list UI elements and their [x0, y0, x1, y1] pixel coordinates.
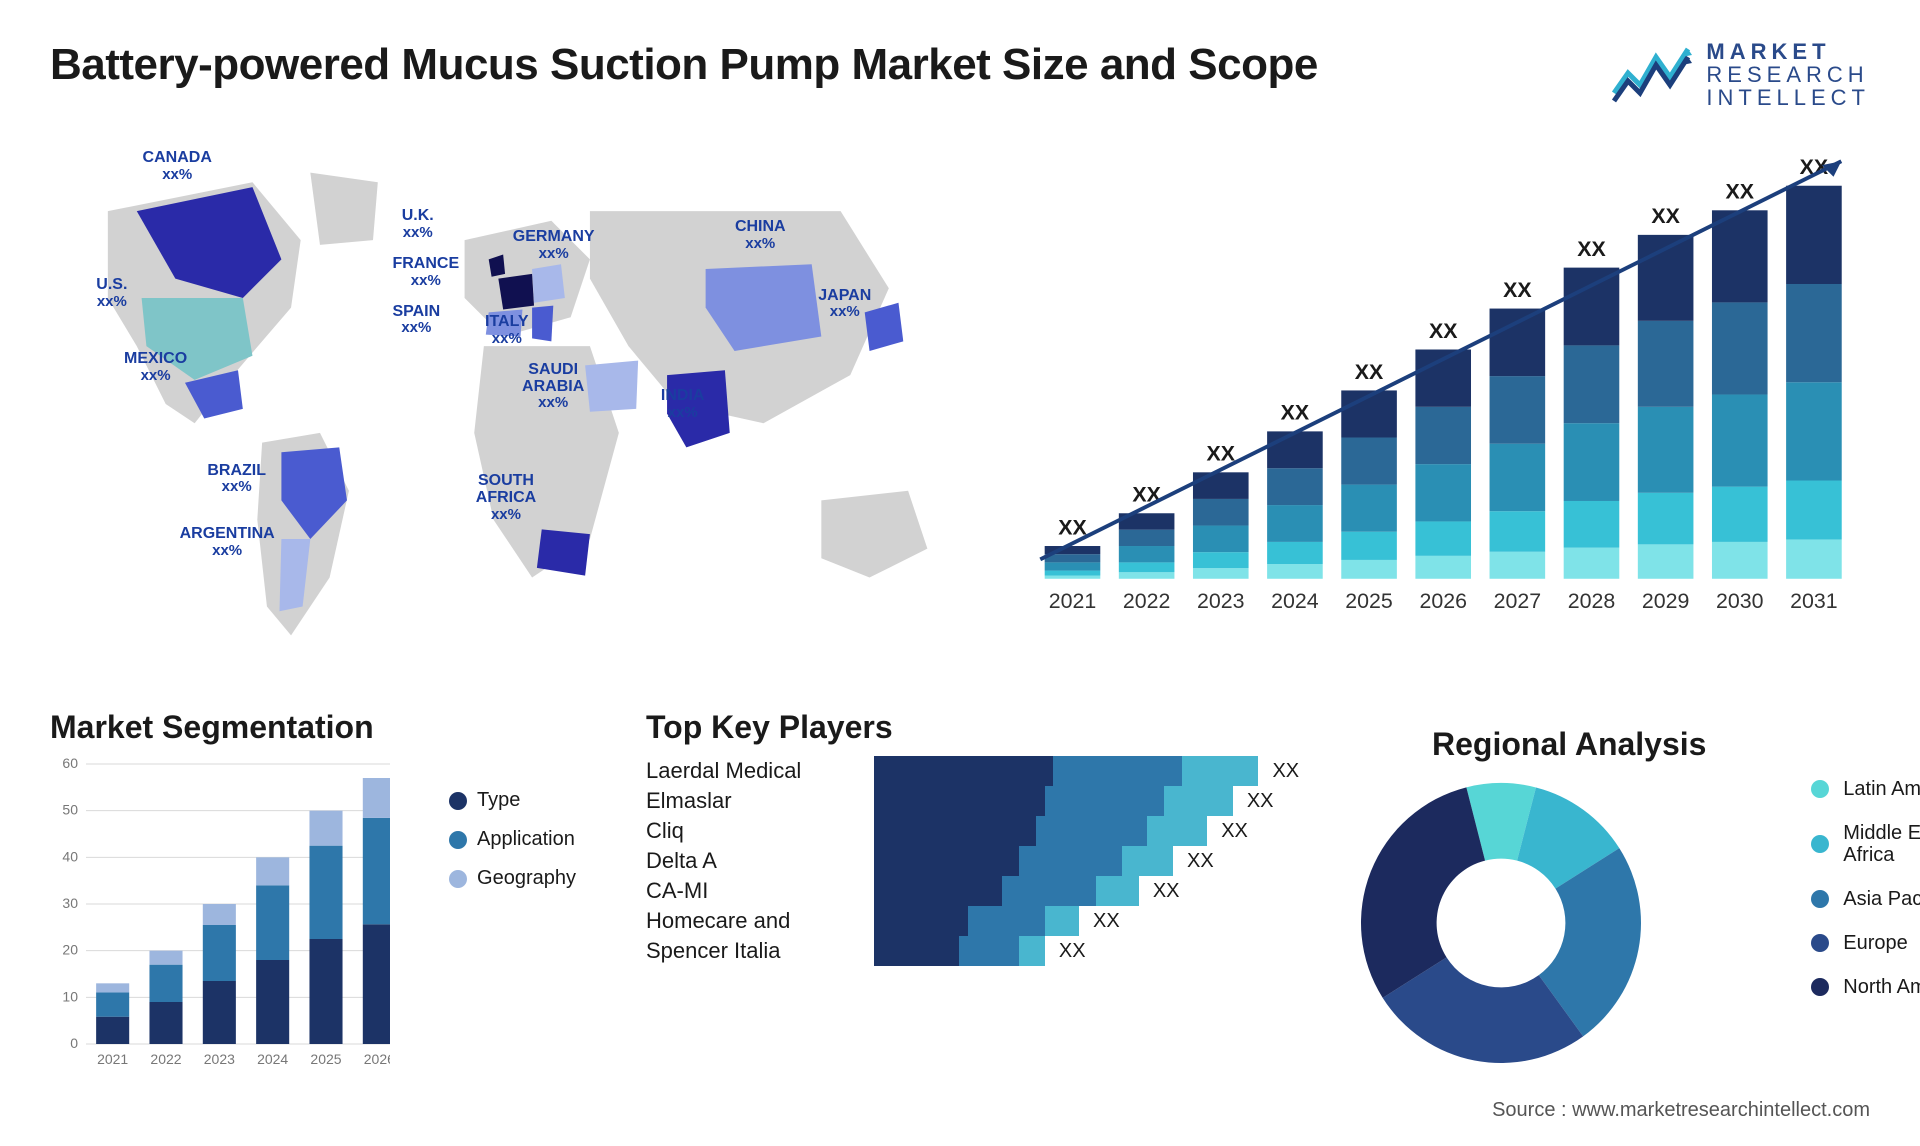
svg-text:0: 0	[70, 1035, 78, 1051]
segmentation-panel: Market Segmentation 0 10 20 30 40 50 60 2021 202…	[50, 709, 596, 1089]
player-name: CA-MI	[646, 878, 856, 904]
world-map-icon	[50, 139, 976, 669]
segmentation-legend-item: Type	[449, 789, 576, 812]
svg-text:XX: XX	[1577, 237, 1606, 261]
segmentation-legend-item: Geography	[449, 867, 576, 890]
world-map-panel: CANADAxx% U.S.xx% MEXICOxx% BRAZILxx% ARGENT…	[50, 139, 976, 669]
player-bar: XX	[874, 906, 1301, 936]
svg-text:2025: 2025	[1345, 589, 1393, 613]
logo-text-1: MARKET	[1706, 40, 1870, 63]
svg-text:40: 40	[62, 849, 78, 865]
map-label: BRAZILxx%	[207, 463, 266, 496]
svg-text:2025: 2025	[310, 1051, 341, 1066]
segmentation-title: Market Segmentation	[50, 709, 596, 746]
map-label: U.K.xx%	[402, 208, 434, 241]
svg-text:2022: 2022	[1122, 589, 1170, 613]
map-label: SAUDIARABIAxx%	[522, 362, 584, 411]
brand-logo: MARKET RESEARCH INTELLECT	[1612, 40, 1870, 109]
svg-text:2028: 2028	[1567, 589, 1615, 613]
map-label: CHINAxx%	[735, 219, 786, 252]
svg-text:60: 60	[62, 756, 78, 771]
svg-text:2023: 2023	[1197, 589, 1245, 613]
growth-stacked-bar-chart: XX 2021 XX 2022 XX 2023 XX 2024 XX 2025 XX 2026 XX 20…	[1016, 139, 1870, 669]
player-value: XX	[1221, 820, 1248, 843]
svg-text:XX: XX	[1725, 180, 1754, 204]
svg-text:XX: XX	[1651, 204, 1680, 228]
player-name: Spencer Italia	[646, 938, 856, 964]
svg-text:XX: XX	[1503, 278, 1532, 302]
svg-text:2021: 2021	[97, 1051, 128, 1066]
growth-chart-panel: XX 2021 XX 2022 XX 2023 XX 2024 XX 2025 XX 2026 XX 20…	[1016, 139, 1870, 669]
player-name: Homecare and	[646, 908, 856, 934]
player-value: XX	[1187, 850, 1214, 873]
svg-text:50: 50	[62, 802, 78, 818]
logo-text-3: INTELLECT	[1706, 86, 1870, 109]
svg-text:XX: XX	[1058, 516, 1087, 540]
map-label: GERMANYxx%	[513, 229, 595, 262]
player-bar: XX	[874, 816, 1301, 846]
regional-title: Regional Analysis	[1351, 726, 1787, 763]
map-label: CANADAxx%	[143, 150, 212, 183]
regional-donut-chart	[1351, 773, 1651, 1073]
map-label: FRANCExx%	[392, 256, 459, 289]
svg-text:2021: 2021	[1048, 589, 1096, 613]
regional-legend-item: North America	[1811, 976, 1920, 998]
map-label: JAPANxx%	[818, 288, 871, 321]
logo-mark-icon	[1612, 43, 1692, 107]
regional-legend-item: Asia Pacific	[1811, 888, 1920, 910]
map-label: SOUTHAFRICAxx%	[476, 473, 536, 522]
svg-text:XX: XX	[1354, 360, 1383, 384]
svg-text:2026: 2026	[364, 1051, 390, 1066]
segmentation-legend-item: Application	[449, 828, 576, 851]
player-value: XX	[1059, 940, 1086, 963]
svg-text:20: 20	[62, 942, 78, 958]
logo-text-2: RESEARCH	[1706, 63, 1870, 86]
segmentation-chart: 0 10 20 30 40 50 60 2021 2022 2023 2024 2025 2026	[50, 756, 390, 1066]
svg-text:XX: XX	[1206, 442, 1235, 466]
map-label: MEXICOxx%	[124, 351, 187, 384]
map-label: ITALYxx%	[485, 314, 529, 347]
player-value: XX	[1247, 790, 1274, 813]
svg-text:2026: 2026	[1419, 589, 1467, 613]
player-name: Elmaslar	[646, 788, 856, 814]
map-label: ARGENTINAxx%	[180, 526, 275, 559]
svg-text:2022: 2022	[150, 1051, 181, 1066]
player-bar: XX	[874, 846, 1301, 876]
player-value: XX	[1272, 760, 1299, 783]
svg-text:2030: 2030	[1716, 589, 1764, 613]
svg-text:2024: 2024	[257, 1051, 288, 1066]
player-bar: XX	[874, 786, 1301, 816]
svg-text:30: 30	[62, 895, 78, 911]
regional-legend-item: Europe	[1811, 932, 1920, 954]
map-label: U.S.xx%	[96, 277, 127, 310]
map-label: SPAINxx%	[392, 304, 440, 337]
svg-text:10: 10	[62, 989, 78, 1005]
regional-panel: Regional Analysis Latin America Middle Ea…	[1351, 709, 1920, 1089]
svg-text:2031: 2031	[1790, 589, 1838, 613]
player-name: Laerdal Medical	[646, 758, 856, 784]
svg-text:2023: 2023	[204, 1051, 235, 1066]
player-name: Cliq	[646, 818, 856, 844]
player-bar: XX	[874, 936, 1301, 966]
players-panel: Top Key Players Laerdal Medical Elmaslar C…	[646, 709, 1301, 1089]
player-name: Delta A	[646, 848, 856, 874]
svg-text:XX: XX	[1429, 319, 1458, 343]
map-label: INDIAxx%	[661, 388, 705, 421]
player-value: XX	[1093, 910, 1120, 933]
svg-text:2024: 2024	[1271, 589, 1319, 613]
source-attribution: Source : www.marketresearchintellect.com	[1492, 1099, 1870, 1122]
svg-text:2029: 2029	[1641, 589, 1689, 613]
player-bar: XX	[874, 876, 1301, 906]
players-title: Top Key Players	[646, 709, 1301, 746]
page-title: Battery-powered Mucus Suction Pump Marke…	[50, 40, 1318, 90]
regional-legend-item: Middle East &Africa	[1811, 822, 1920, 866]
svg-text:2027: 2027	[1493, 589, 1541, 613]
svg-text:XX: XX	[1280, 401, 1309, 425]
regional-legend-item: Latin America	[1811, 778, 1920, 800]
player-bar: XX	[874, 756, 1301, 786]
player-value: XX	[1153, 880, 1180, 903]
